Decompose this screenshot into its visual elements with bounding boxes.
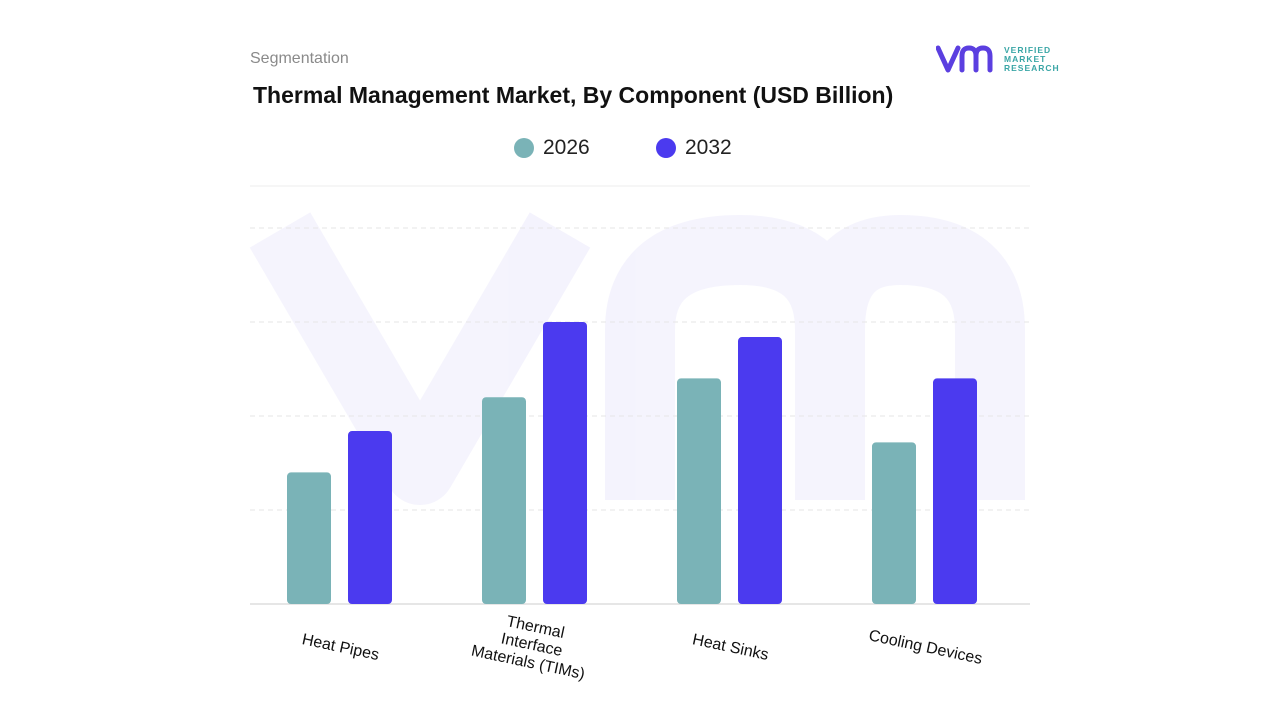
brand-logo: VERIFIED MARKET RESEARCH xyxy=(936,44,1060,74)
bar-2032-1 xyxy=(348,431,392,604)
bar-2026-4 xyxy=(872,442,916,604)
legend-item-2026: 2026 xyxy=(514,136,590,160)
category-labels: Heat Pipes ThermalInterfaceMaterials (TIM… xyxy=(300,607,984,683)
category-label-2: ThermalInterfaceMaterials (TIMs) xyxy=(470,607,594,683)
legend-swatch-2026 xyxy=(514,138,534,158)
bar-2032-3 xyxy=(738,337,782,604)
bar-2032-4 xyxy=(933,378,977,604)
brand-line-1: VERIFIED xyxy=(1004,44,1052,55)
bar-2026-1 xyxy=(287,472,331,604)
category-label-4: Cooling Devices xyxy=(867,627,984,668)
watermark-logo xyxy=(249,212,1025,505)
category-label-3: Heat Sinks xyxy=(691,631,770,664)
bars xyxy=(287,322,977,604)
category-label-1: Heat Pipes xyxy=(300,631,380,664)
brand-line-3: RESEARCH xyxy=(1004,62,1060,73)
legend-label-2026: 2026 xyxy=(543,136,590,159)
vmr-logo-icon xyxy=(936,45,993,73)
bar-2032-2 xyxy=(543,322,587,604)
bar-2026-3 xyxy=(677,378,721,604)
chart-title: Thermal Management Market, By Component … xyxy=(253,82,894,108)
brand-line-2: MARKET xyxy=(1004,53,1047,64)
legend-item-2032: 2032 xyxy=(656,136,732,160)
legend-swatch-2032 xyxy=(656,138,676,158)
bar-2026-2 xyxy=(482,397,526,604)
legend-label-2032: 2032 xyxy=(685,136,732,159)
segmentation-label: Segmentation xyxy=(250,50,349,67)
